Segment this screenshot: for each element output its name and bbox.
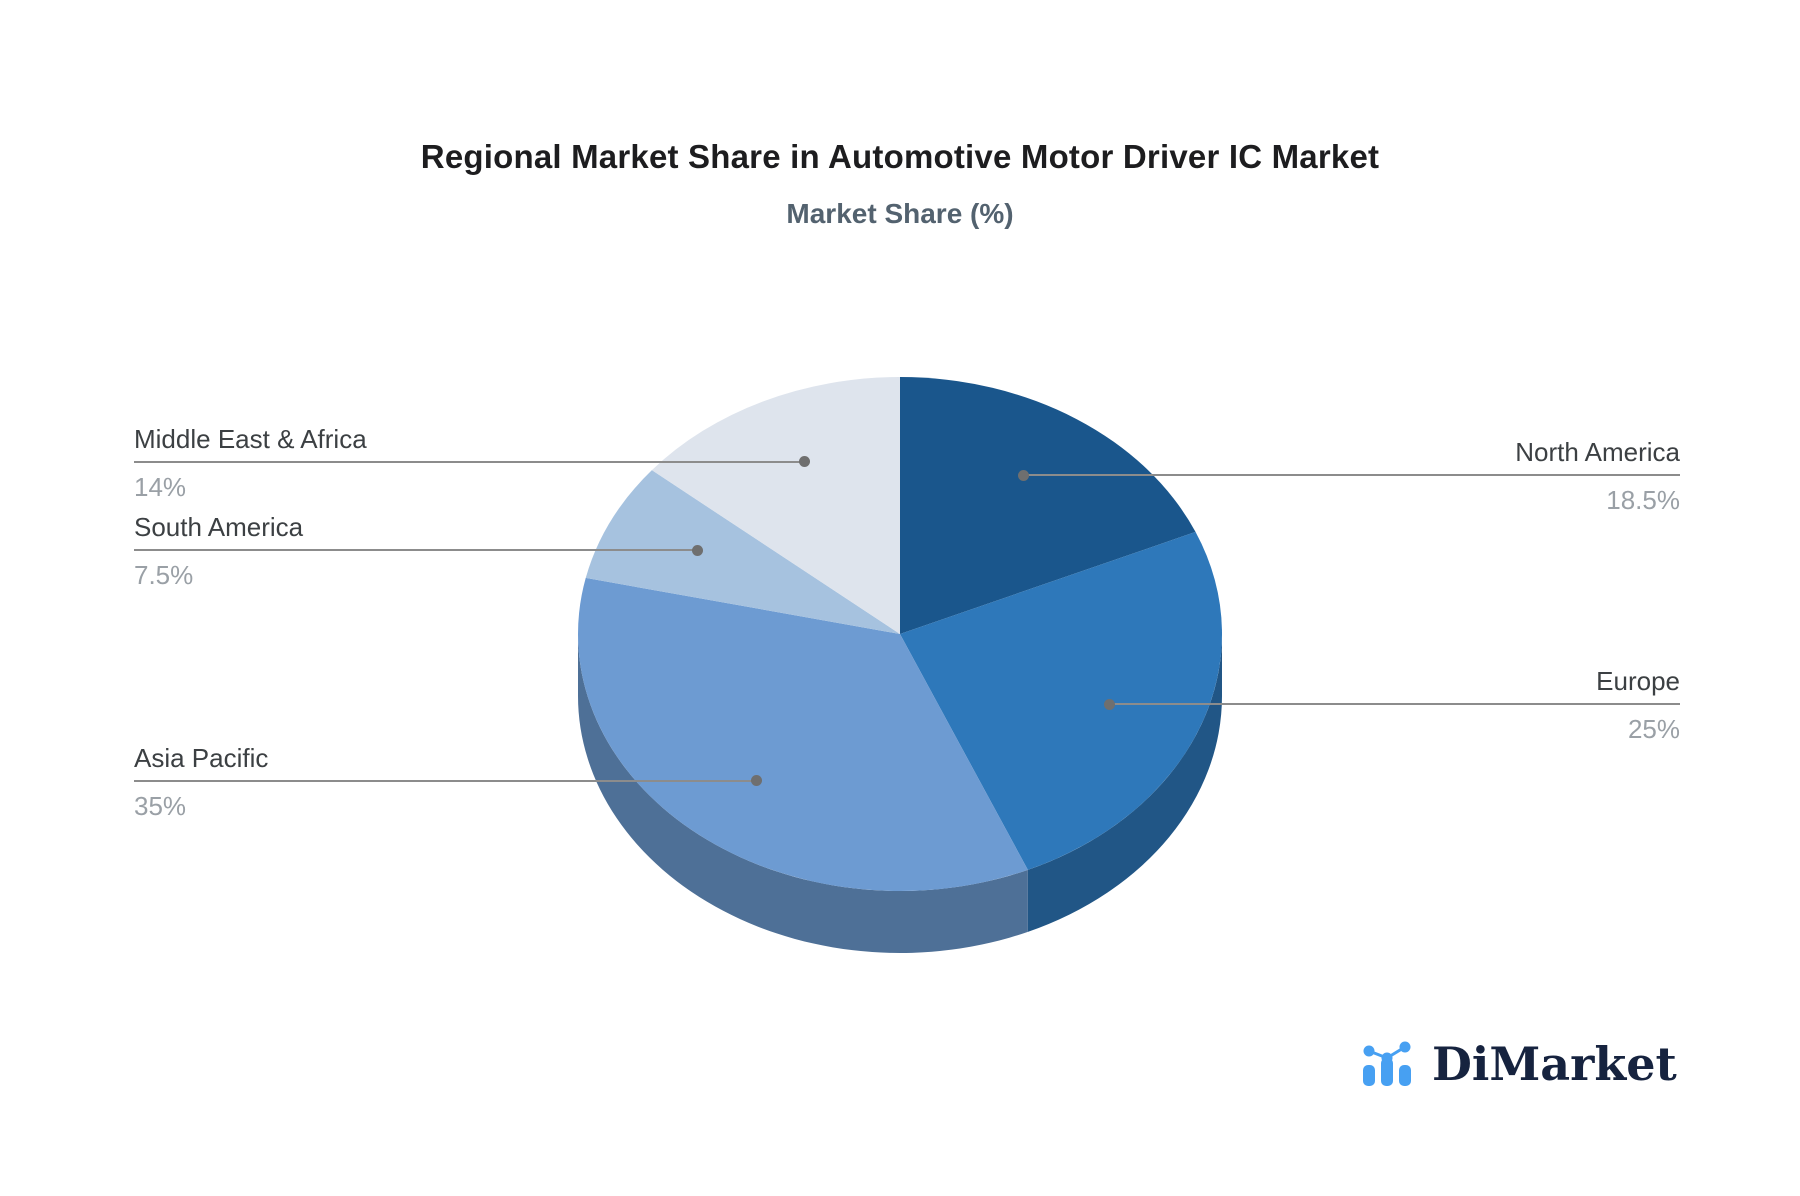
slice-value-asia-pacific: 35% [134, 790, 187, 821]
slice-value-middle-east-africa: 14% [134, 471, 187, 502]
leader-dot-south-america [692, 544, 704, 556]
chart-subtitle: Market Share (%) [786, 198, 1014, 229]
slice-value-europe: 25% [1627, 714, 1680, 744]
slice-label-north-america: North America [1515, 437, 1680, 468]
slice-label-south-america: South America [134, 512, 304, 543]
leader-dot-north-america [1018, 469, 1030, 481]
brand-logo: DiMarket [1358, 1038, 1677, 1090]
pie-slice-middle-east-africa [651, 377, 900, 634]
leader-line-middle-east-africa [134, 460, 805, 463]
leader-dot-europe [1104, 698, 1116, 710]
pie-slice-side-asia-pacific [578, 634, 1028, 953]
leader-line-asia-pacific [134, 779, 757, 782]
slice-value-south-america: 7.5% [134, 560, 194, 591]
slice-value-north-america: 18.5% [1606, 485, 1680, 516]
leader-dot-middle-east-africa [798, 456, 810, 468]
chart-title: Regional Market Share in Automotive Moto… [420, 138, 1380, 175]
leader-line-europe [1109, 703, 1680, 705]
slice-label-asia-pacific: Asia Pacific [134, 742, 269, 773]
pie-slice-side-europe [1027, 634, 1222, 932]
pie-slice-north-america [900, 377, 1196, 634]
leader-dot-asia-pacific [750, 775, 762, 787]
pie-slice-asia-pacific [578, 577, 1028, 891]
leader-line-north-america [1023, 474, 1680, 477]
slice-label-europe: Europe [1596, 666, 1680, 696]
slice-label-middle-east-africa: Middle East & Africa [134, 423, 367, 454]
pie-slice-south-america [585, 470, 900, 634]
leader-line-south-america [134, 549, 698, 552]
brand-name: DiMarket [1432, 1037, 1677, 1091]
pie-slice-europe [900, 531, 1222, 870]
bar-chart-logo-icon [1363, 1041, 1411, 1086]
